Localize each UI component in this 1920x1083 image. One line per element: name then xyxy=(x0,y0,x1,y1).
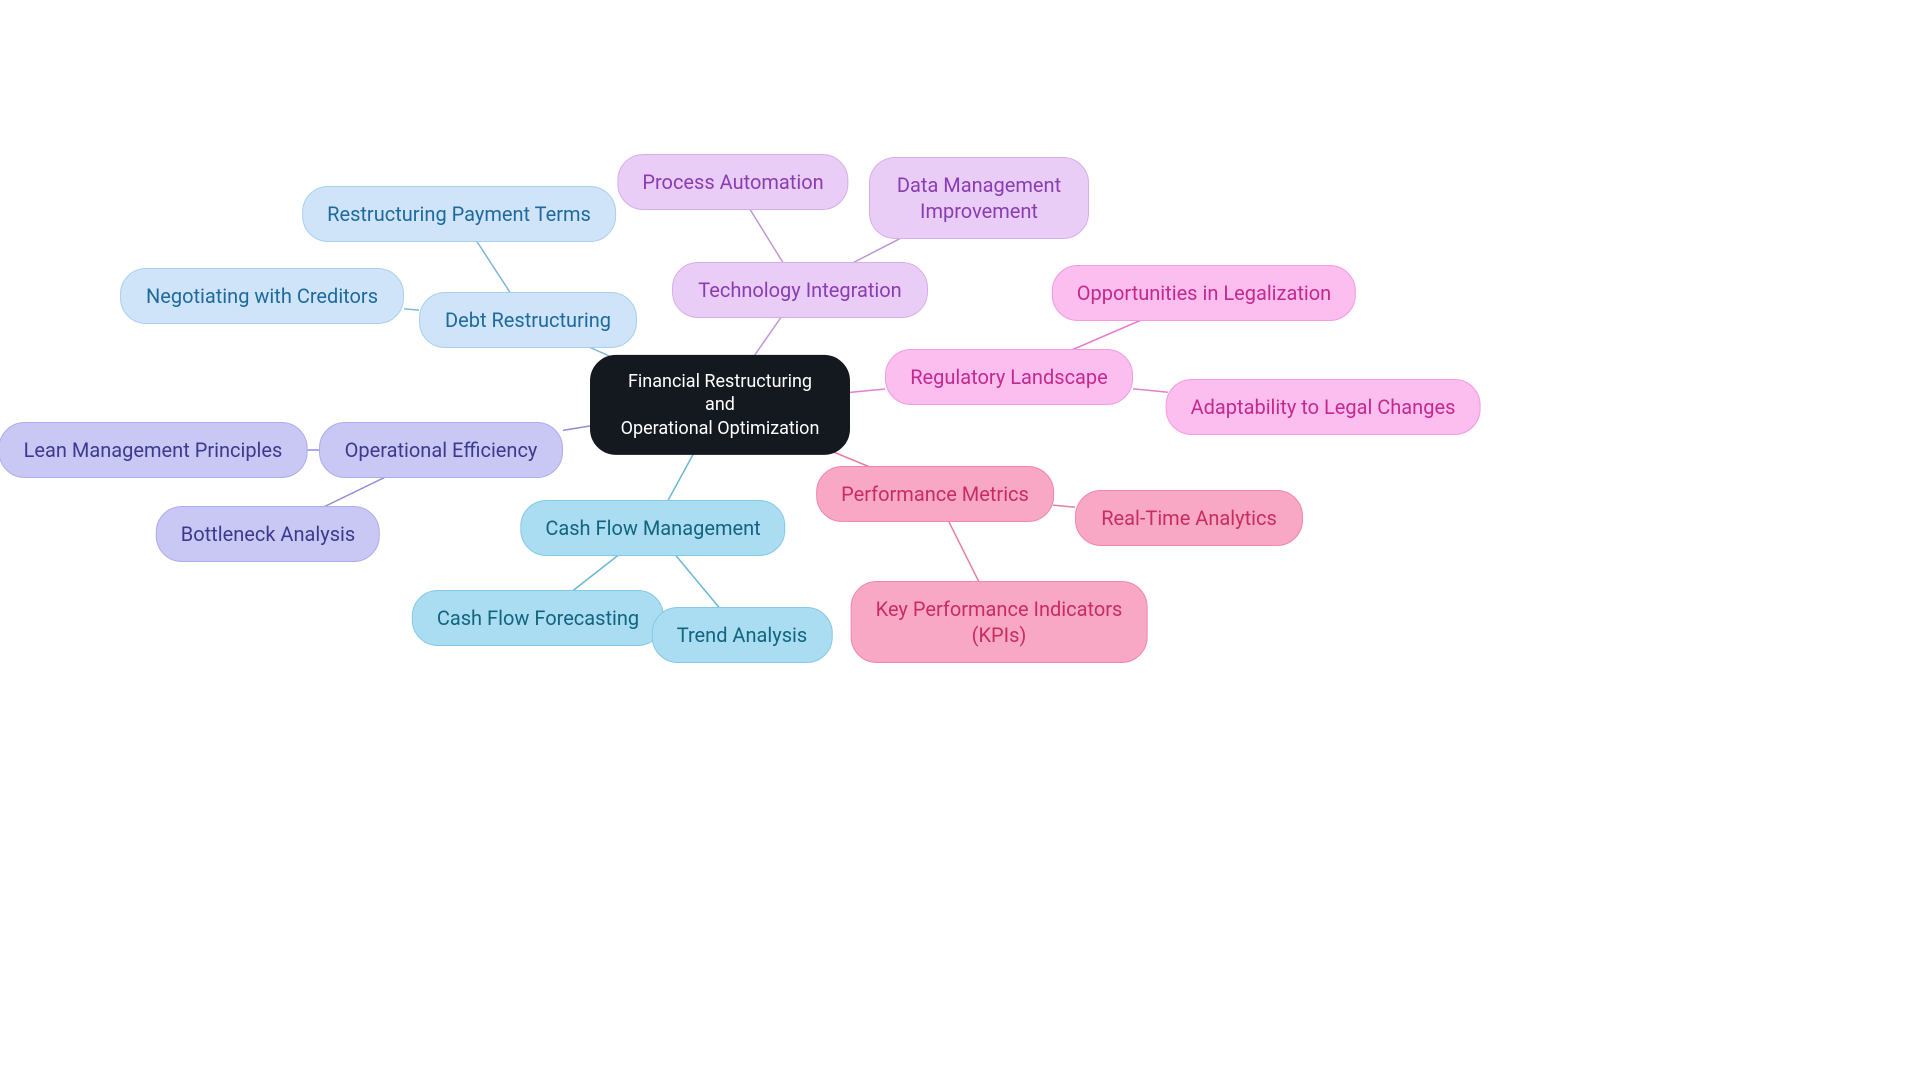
child-node-opeff-bottle: Bottleneck Analysis xyxy=(156,506,380,562)
branch-node-perf: Performance Metrics xyxy=(816,466,1054,522)
child-node-perf-kpi: Key Performance Indicators (KPIs) xyxy=(851,581,1148,663)
child-node-tech-data: Data Management Improvement xyxy=(869,157,1089,239)
edge xyxy=(675,555,719,608)
child-node-reg-opp: Opportunities in Legalization xyxy=(1052,265,1356,321)
central-node: Financial Restructuring and Operational … xyxy=(590,355,850,455)
child-node-debt-terms: Restructuring Payment Terms xyxy=(302,186,616,242)
branch-node-reg: Regulatory Landscape xyxy=(885,349,1133,405)
edge xyxy=(404,309,419,310)
edge xyxy=(750,209,784,263)
branch-node-tech: Technology Integration xyxy=(672,262,928,318)
edge xyxy=(1072,320,1142,350)
edge xyxy=(1133,389,1168,392)
child-node-reg-adapt: Adaptability to Legal Changes xyxy=(1166,379,1481,435)
branch-node-cash: Cash Flow Management xyxy=(520,500,785,556)
branch-node-debt: Debt Restructuring xyxy=(419,292,637,348)
edge xyxy=(949,521,984,590)
child-node-tech-auto: Process Automation xyxy=(617,154,848,210)
edge xyxy=(324,477,386,507)
branch-node-opeff: Operational Efficiency xyxy=(319,422,563,478)
child-node-perf-rta: Real-Time Analytics xyxy=(1075,490,1303,546)
child-node-cash-forecast: Cash Flow Forecasting xyxy=(412,590,664,646)
child-node-opeff-lean: Lean Management Principles xyxy=(0,422,307,478)
edge xyxy=(477,241,511,293)
edge xyxy=(1053,505,1075,507)
edge xyxy=(845,389,885,393)
edge xyxy=(573,555,619,591)
child-node-debt-neg: Negotiating with Creditors xyxy=(120,268,404,324)
child-node-cash-trend: Trend Analysis xyxy=(652,607,833,663)
